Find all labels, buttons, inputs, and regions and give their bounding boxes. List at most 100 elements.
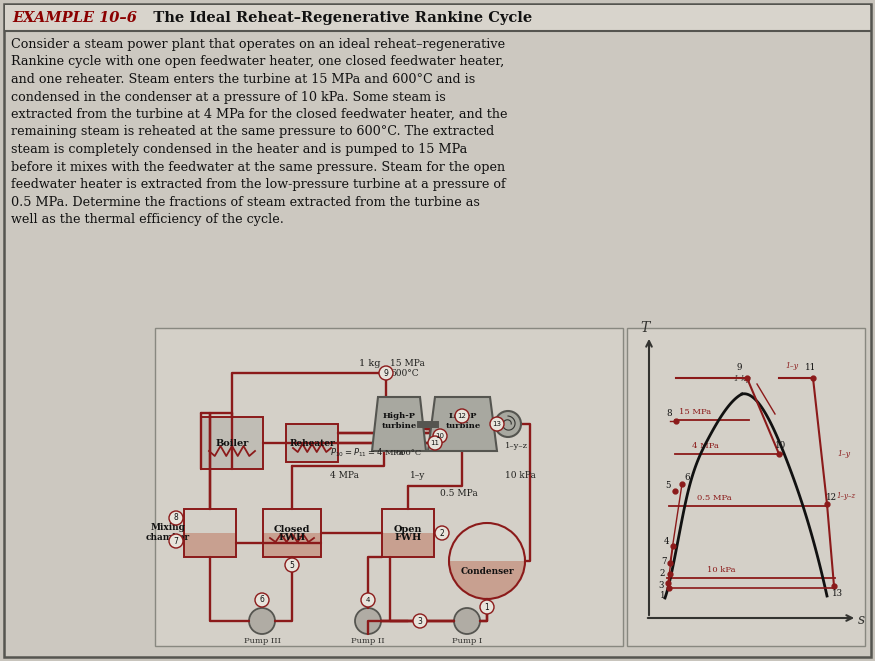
- Circle shape: [255, 593, 269, 607]
- Text: Low-P
turbine: Low-P turbine: [445, 412, 480, 430]
- FancyBboxPatch shape: [286, 424, 338, 462]
- Text: Closed: Closed: [274, 524, 311, 533]
- Text: 2: 2: [439, 529, 444, 537]
- FancyBboxPatch shape: [201, 417, 263, 469]
- Text: High-P
turbine: High-P turbine: [382, 412, 416, 430]
- Text: Pump III: Pump III: [243, 637, 281, 645]
- Text: 4 MPa: 4 MPa: [692, 442, 719, 450]
- Text: 1–y: 1–y: [785, 362, 798, 370]
- Text: condensed in the condenser at a pressure of 10 kPa. Some steam is: condensed in the condenser at a pressure…: [11, 91, 445, 104]
- Text: 1–y–z: 1–y–z: [837, 492, 857, 500]
- Circle shape: [480, 600, 494, 614]
- Text: 15 MPa
600°C: 15 MPa 600°C: [390, 359, 425, 378]
- Circle shape: [379, 366, 393, 380]
- Text: s: s: [858, 613, 864, 627]
- Text: 8: 8: [173, 514, 178, 522]
- Text: Consider a steam power plant that operates on an ideal reheat–regenerative: Consider a steam power plant that operat…: [11, 38, 505, 51]
- Text: EXAMPLE 10–6: EXAMPLE 10–6: [12, 11, 136, 25]
- Text: 11: 11: [430, 440, 439, 446]
- Text: 600°C: 600°C: [395, 449, 421, 457]
- Text: 1–y–z: 1–y–z: [505, 442, 528, 450]
- Text: 0.5 MPa. Determine the fractions of steam extracted from the turbine as: 0.5 MPa. Determine the fractions of stea…: [11, 196, 480, 208]
- FancyBboxPatch shape: [4, 4, 871, 657]
- Text: 1–y: 1–y: [410, 471, 425, 481]
- Circle shape: [285, 558, 299, 572]
- Text: and one reheater. Steam enters the turbine at 15 MPa and 600°C and is: and one reheater. Steam enters the turbi…: [11, 73, 475, 86]
- Text: 7: 7: [662, 557, 667, 566]
- Text: 9: 9: [383, 368, 388, 377]
- Text: 10: 10: [436, 433, 444, 439]
- Text: Boiler: Boiler: [215, 438, 248, 447]
- Circle shape: [455, 409, 469, 423]
- FancyBboxPatch shape: [627, 328, 865, 646]
- Text: 7: 7: [173, 537, 178, 545]
- Text: T: T: [640, 321, 649, 335]
- Text: feedwater heater is extracted from the low-pressure turbine at a pressure of: feedwater heater is extracted from the l…: [11, 178, 506, 191]
- Wedge shape: [449, 561, 525, 599]
- Circle shape: [169, 534, 183, 548]
- Text: 1: 1: [661, 592, 666, 600]
- Text: 11: 11: [805, 364, 816, 373]
- Circle shape: [249, 608, 275, 634]
- Polygon shape: [372, 397, 426, 451]
- Circle shape: [361, 593, 375, 607]
- Text: 10 kPa: 10 kPa: [505, 471, 536, 481]
- Text: 4: 4: [664, 537, 669, 545]
- Text: 3: 3: [417, 617, 423, 625]
- Text: Open: Open: [394, 524, 423, 533]
- Text: 13: 13: [493, 421, 501, 427]
- Circle shape: [413, 614, 427, 628]
- Text: 6: 6: [260, 596, 264, 605]
- Text: Reheater: Reheater: [289, 438, 335, 447]
- Text: well as the thermal efficiency of the cycle.: well as the thermal efficiency of the cy…: [11, 213, 284, 226]
- FancyBboxPatch shape: [263, 533, 321, 557]
- Text: Mixing: Mixing: [150, 524, 186, 533]
- Circle shape: [433, 429, 447, 443]
- FancyBboxPatch shape: [155, 328, 623, 646]
- Text: 4: 4: [366, 597, 370, 603]
- Text: 12: 12: [458, 413, 466, 419]
- Text: 5: 5: [290, 561, 294, 570]
- Text: 0.5 MPa: 0.5 MPa: [440, 488, 478, 498]
- FancyBboxPatch shape: [184, 533, 236, 557]
- Circle shape: [428, 436, 442, 450]
- Text: Rankine cycle with one open feedwater heater, one closed feedwater heater,: Rankine cycle with one open feedwater he…: [11, 56, 504, 69]
- Text: before it mixes with the feedwater at the same pressure. Steam for the open: before it mixes with the feedwater at th…: [11, 161, 505, 173]
- Text: 6: 6: [684, 473, 690, 483]
- Text: 12: 12: [825, 494, 836, 502]
- Circle shape: [355, 608, 381, 634]
- Text: 1 kg: 1 kg: [734, 375, 751, 383]
- Circle shape: [490, 417, 504, 431]
- Text: 5: 5: [665, 481, 671, 490]
- Text: Pump I: Pump I: [452, 637, 482, 645]
- FancyBboxPatch shape: [382, 533, 434, 557]
- Text: 8: 8: [666, 410, 672, 418]
- Circle shape: [435, 526, 449, 540]
- Circle shape: [495, 411, 521, 437]
- Text: 13: 13: [831, 590, 843, 598]
- Text: The Ideal Reheat–Regenerative Rankine Cycle: The Ideal Reheat–Regenerative Rankine Cy…: [138, 11, 532, 25]
- Text: FWH: FWH: [278, 533, 305, 543]
- Text: 1: 1: [485, 602, 489, 611]
- Text: 2: 2: [659, 570, 665, 578]
- Text: 9: 9: [736, 364, 742, 373]
- Text: 1 kg: 1 kg: [360, 358, 381, 368]
- Text: 3: 3: [658, 582, 664, 590]
- Text: $P_{10}=P_{11}=4$ MPa: $P_{10}=P_{11}=4$ MPa: [330, 447, 405, 459]
- Text: remaining steam is reheated at the same pressure to 600°C. The extracted: remaining steam is reheated at the same …: [11, 126, 494, 139]
- Text: 4 MPa: 4 MPa: [330, 471, 359, 481]
- Text: 0.5 MPa: 0.5 MPa: [697, 494, 731, 502]
- Text: chamber: chamber: [146, 533, 190, 543]
- Text: Condenser: Condenser: [460, 566, 514, 576]
- Circle shape: [169, 511, 183, 525]
- Text: steam is completely condensed in the heater and is pumped to 15 MPa: steam is completely condensed in the hea…: [11, 143, 467, 156]
- Text: Pump II: Pump II: [351, 637, 385, 645]
- Text: FWH: FWH: [395, 533, 422, 543]
- Circle shape: [454, 608, 480, 634]
- Text: 10: 10: [775, 442, 787, 451]
- Text: 1–y: 1–y: [837, 450, 850, 458]
- Polygon shape: [428, 397, 497, 451]
- Text: extracted from the turbine at 4 MPa for the closed feedwater heater, and the: extracted from the turbine at 4 MPa for …: [11, 108, 507, 121]
- Text: 15 MPa: 15 MPa: [679, 408, 711, 416]
- Text: 10 kPa: 10 kPa: [707, 566, 736, 574]
